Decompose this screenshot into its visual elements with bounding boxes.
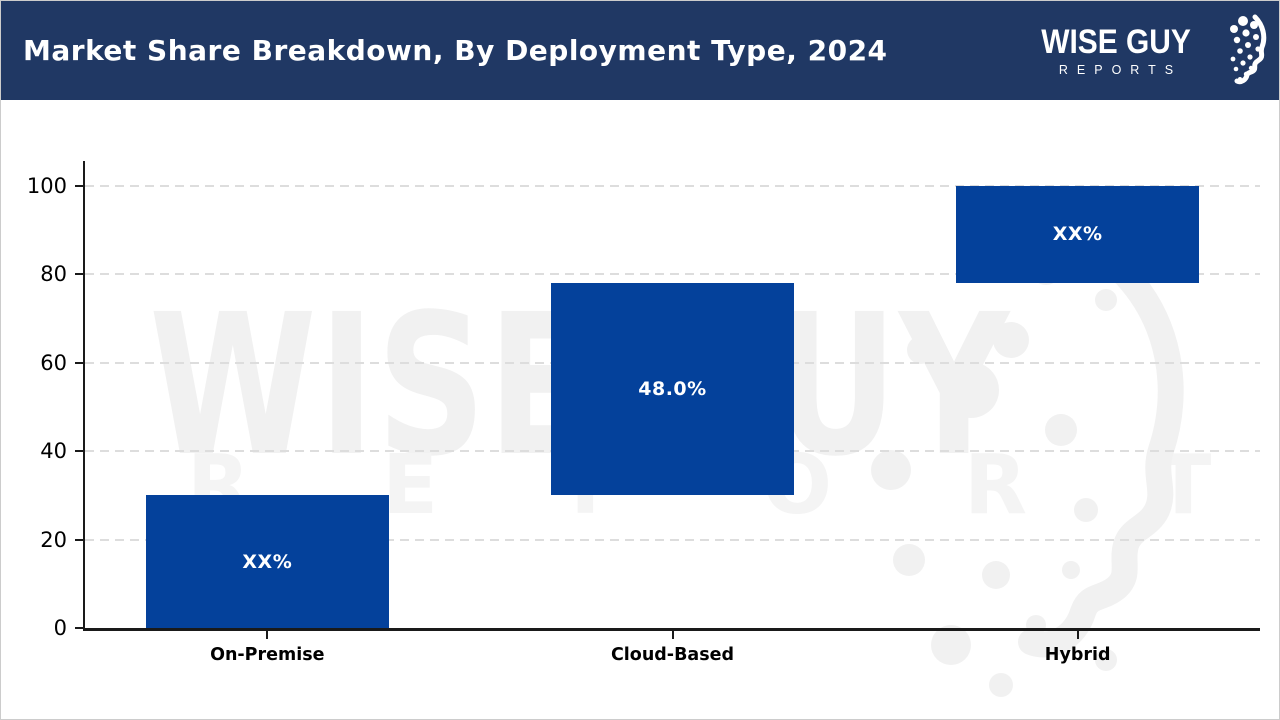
bar: 48.0% [550,283,795,496]
y-tick [75,627,83,629]
wiseguy-logo: WISE GUY REPORTS [1031,13,1267,89]
x-tick [1076,631,1079,639]
y-tick-label: 0 [53,616,67,640]
logo-subtitle: REPORTS [1058,62,1183,77]
x-axis-label: On-Premise [210,645,325,665]
logo-face-icon [1230,14,1267,84]
bar: XX% [145,495,389,628]
bar-value-label: XX% [242,550,293,573]
x-tick [266,631,269,639]
gridline [85,273,1260,276]
y-tick-label: 60 [40,350,67,375]
gridline [85,538,1260,541]
chart-title: Market Share Breakdown, By Deployment Ty… [23,34,888,67]
bar: XX% [956,185,1200,284]
bar-value-label: XX% [1052,223,1103,246]
x-axis-label: Cloud-Based [610,645,735,665]
y-tick [75,361,83,364]
gridline [85,184,1260,187]
logo-wordmark: WISE GUY [1041,22,1191,61]
x-axis-label: Hybrid [1044,645,1111,665]
y-tick [75,538,83,541]
y-tick-label: 20 [40,527,67,552]
chart-area: WISE GUY REPORTS 020406080100XX%On-Premi… [1,100,1279,719]
header: Market Share Breakdown, By Deployment Ty… [1,1,1279,100]
y-tick [75,450,83,453]
y-tick-label: 100 [26,173,67,198]
y-tick-label: 80 [40,262,67,287]
y-tick [75,184,83,187]
bar-value-label: 48.0% [638,378,707,401]
x-tick [671,631,674,639]
y-tick-label: 40 [40,439,67,464]
plot-area: 0 20 40 60 80 100 XX% On-Premise 48.0% Cloud-Base… [27,161,1260,665]
y-tick [75,273,83,276]
watermark-face-dots [871,255,1184,697]
